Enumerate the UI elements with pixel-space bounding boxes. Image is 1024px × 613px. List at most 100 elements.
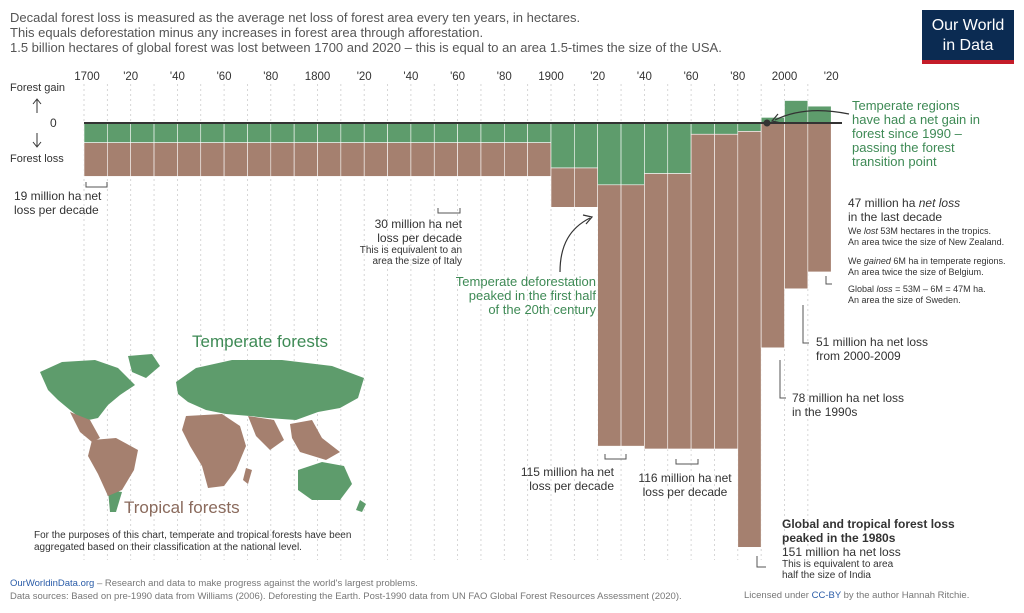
x-tick-label: '20: [590, 71, 605, 83]
map-new-zealand: [356, 500, 366, 512]
bar-tropical-1980s: [737, 131, 762, 548]
bar-tropical-1910s: [574, 167, 598, 208]
leader-a8: [802, 305, 809, 344]
license-link[interactable]: CC-BY: [811, 590, 841, 601]
forest-gain-label: Forest gain: [10, 82, 65, 94]
annotation-116m: 116 million ha net loss per decade: [630, 471, 740, 499]
bracket-a2: [437, 208, 461, 214]
bar-temperate-1740s: [177, 122, 202, 143]
annotation-transition-line1: Temperate regions: [852, 98, 960, 113]
arrow-transition-head-icon: [770, 113, 782, 124]
annotation-47m-line6: An area twice the size of Belgium.: [848, 267, 984, 277]
annotation-19m-line2: loss per decade: [14, 203, 99, 217]
footer-sources: Data sources: Based on pre-1990 data fro…: [10, 591, 682, 602]
map-north-america: [40, 360, 135, 421]
bracket-a4: [604, 454, 627, 460]
bar-tropical-1770s: [247, 142, 272, 177]
annotation-115m: 115 million ha net loss per decade: [508, 465, 614, 493]
map-south-asia: [248, 416, 284, 450]
annotation-30m: 30 million ha net loss per decade This i…: [358, 217, 462, 267]
bar-temperate-1710s: [107, 122, 131, 143]
bracket-a1: [85, 182, 108, 188]
bar-tropical-1720s: [130, 142, 155, 177]
intro-line-1: Decadal forest loss is measured as the a…: [10, 10, 581, 25]
map-africa: [182, 414, 246, 488]
x-tick-label: 2000: [772, 71, 798, 83]
annotation-peak-1980s: Global and tropical forest loss peaked i…: [782, 517, 955, 581]
bar-tropical-1870s: [480, 142, 505, 177]
x-tick-label: 1800: [305, 71, 331, 83]
map-note-line1: For the purposes of this chart, temperat…: [34, 530, 352, 541]
x-tick-label: '20: [123, 71, 138, 83]
bar-tropical-1950s: [667, 173, 692, 450]
map-southeast-asia: [290, 420, 340, 460]
map-madagascar: [243, 468, 252, 484]
annotation-47m: 47 million ha net loss in the last decad…: [848, 196, 1005, 306]
map-temperate-label: Temperate forests: [192, 332, 329, 351]
annotation-peak-1980s-line1: Global and tropical forest loss: [782, 517, 955, 531]
bar-tropical-1940s: [644, 173, 669, 450]
bar-tropical-2010s: [807, 122, 832, 273]
annotation-47m-line5: We gained 6M ha in temperate regions.: [848, 256, 1006, 266]
annotation-transition-line2: have had a net gain in: [852, 112, 980, 127]
bar-tropical-1860s: [457, 142, 482, 177]
footer-owid-link[interactable]: OurWorldinData.org: [10, 578, 95, 589]
bar-temperate-1760s: [223, 122, 248, 143]
footer-tagline: – Research and data to make progress aga…: [94, 578, 418, 589]
bar-tropical-1840s: [410, 142, 435, 177]
annotation-19m: 19 million ha net loss per decade: [14, 189, 101, 217]
x-tick-label: '80: [497, 71, 512, 83]
x-axis-ticks: 1700 '20 '40 '60 '80 1800 '20 '40 '60 '80 1900 '20 '…: [74, 71, 838, 83]
annotation-115m-line1: 115 million ha net: [520, 465, 614, 479]
bar-temperate-1940s: [644, 122, 669, 174]
zero-label: 0: [50, 116, 57, 130]
bar-temperate-1880s: [503, 122, 528, 143]
bar-temperate-1920s: [597, 122, 622, 186]
bar-tropical-1890s: [527, 142, 552, 177]
bar-temperate-1970s: [714, 122, 739, 135]
map-central-america: [70, 412, 100, 442]
bar-tropical-1800s: [317, 142, 342, 177]
bar-tropical-1990s: [760, 122, 785, 349]
bar-tropical-1730s: [153, 142, 178, 177]
annotation-temperate-peak: Temperate deforestation peaked in the fi…: [446, 275, 596, 317]
bar-tropical-1920s: [597, 184, 622, 447]
leader-a9: [779, 360, 786, 399]
bar-temperate-1730s: [153, 122, 178, 143]
bar-tropical-1830s: [387, 142, 412, 177]
annotation-115m-line2: loss per decade: [529, 479, 614, 493]
bar-tropical-1700s: [83, 142, 108, 177]
x-tick-label: '60: [450, 71, 465, 83]
bar-temperate-1850s: [433, 122, 458, 143]
leader-a7: [825, 276, 832, 285]
annotation-transition-line3: forest since 1990 –: [852, 126, 962, 141]
annotation-47m-line7: Global loss = 53M – 6M = 47M ha.: [848, 284, 986, 294]
annotation-116m-line1: 116 million ha net: [638, 471, 732, 485]
bar-temperate-1860s: [457, 122, 482, 143]
bar-temperate-1720s: [130, 122, 155, 143]
annotation-30m-line4: area the size of Italy: [372, 256, 463, 267]
bar-temperate-1820s: [363, 122, 388, 143]
bar-temperate-1900s: [550, 122, 575, 169]
bar-tropical-1750s: [200, 142, 225, 177]
map-south-cone: [108, 490, 122, 512]
bar-temperate-1840s: [410, 122, 435, 143]
annotation-30m-line1: 30 million ha net: [374, 217, 462, 231]
annotation-47m-line3: We lost 53M hectares in the tropics.: [848, 226, 991, 236]
bar-temperate-1890s: [527, 122, 552, 143]
bar-temperate-1800s: [317, 122, 342, 143]
bar-temperate-1770s: [247, 122, 272, 143]
owid-logo[interactable]: Our World in Data: [922, 10, 1014, 64]
annotation-temperate-peak-line1: Temperate deforestation: [455, 274, 596, 289]
annotation-47m-line1: 47 million ha net loss: [848, 196, 961, 210]
x-tick-label: '80: [730, 71, 745, 83]
annotation-78m: 78 million ha net loss in the 1990s: [792, 391, 904, 419]
bar-tropical-1970s: [714, 133, 739, 450]
bar-tropical-1710s: [107, 142, 131, 177]
decade-bars: [83, 100, 832, 548]
annotation-51m-line2: from 2000-2009: [816, 349, 901, 363]
bar-tropical-1790s: [293, 142, 318, 177]
bar-tropical-1930s: [620, 184, 645, 447]
forest-loss-label: Forest loss: [10, 153, 64, 165]
bar-temperate-1980s: [737, 122, 762, 132]
